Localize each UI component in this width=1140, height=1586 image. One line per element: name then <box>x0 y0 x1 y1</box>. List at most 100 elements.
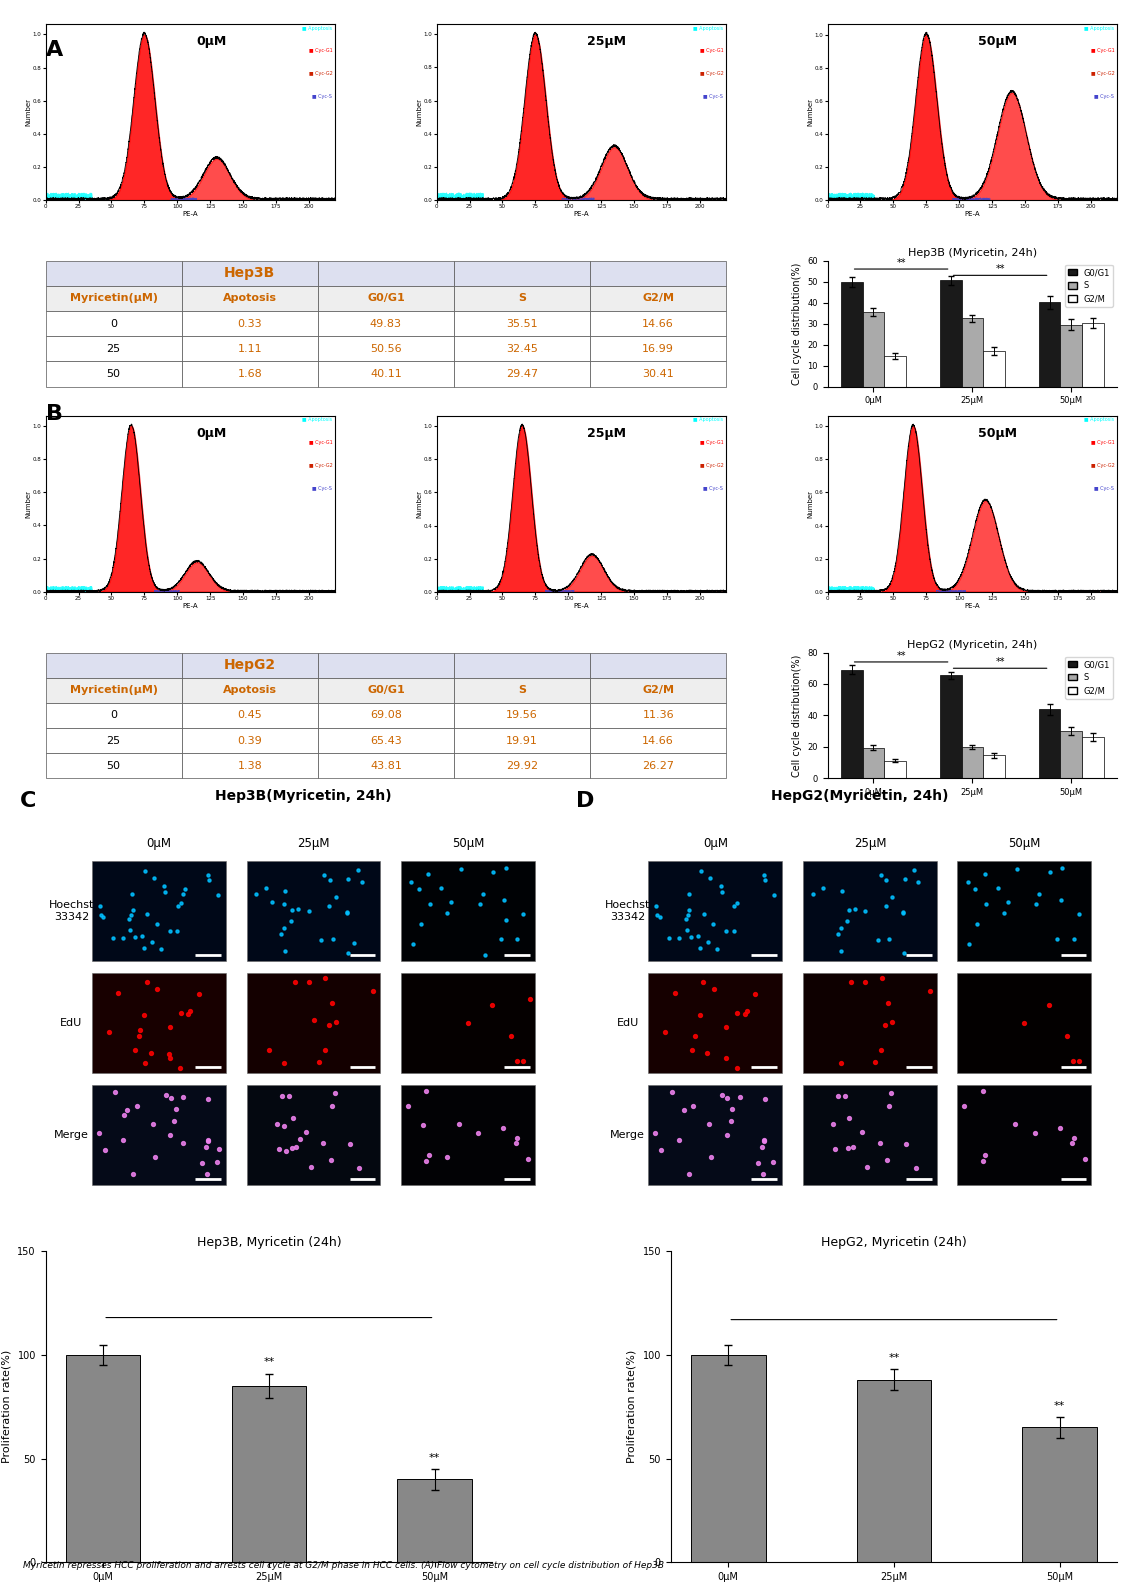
Y-axis label: Number: Number <box>25 98 31 125</box>
Text: ■ Cyc-G1: ■ Cyc-G1 <box>700 49 723 54</box>
Bar <box>246 974 381 1072</box>
Bar <box>649 861 782 961</box>
Text: Hoechst
33342: Hoechst 33342 <box>605 901 651 921</box>
Bar <box>958 974 1091 1072</box>
Bar <box>984 351 1005 387</box>
Y-axis label: Proliferation rate(%): Proliferation rate(%) <box>2 1350 11 1464</box>
Text: Hoechst
33342: Hoechst 33342 <box>49 901 93 921</box>
X-axis label: PE-A: PE-A <box>964 603 980 609</box>
X-axis label: PE-A: PE-A <box>573 211 589 217</box>
Bar <box>246 1085 381 1185</box>
Text: ■ Cyc-S: ■ Cyc-S <box>312 487 333 492</box>
Text: ■ Cyc-S: ■ Cyc-S <box>312 94 333 100</box>
Bar <box>961 319 984 387</box>
Bar <box>1039 303 1060 387</box>
Text: ■ Apoptosis: ■ Apoptosis <box>1084 417 1114 422</box>
Text: **: ** <box>263 1358 275 1367</box>
Title: Hep3B (Myricetin, 24h): Hep3B (Myricetin, 24h) <box>907 249 1037 259</box>
Text: ■ Apoptosis: ■ Apoptosis <box>302 25 333 30</box>
Bar <box>958 861 1091 961</box>
Bar <box>401 861 535 961</box>
Text: ■ Cyc-S: ■ Cyc-S <box>703 94 723 100</box>
X-axis label: PE-A: PE-A <box>964 211 980 217</box>
Text: ■ Cyc-G1: ■ Cyc-G1 <box>309 441 333 446</box>
Bar <box>1082 324 1104 387</box>
Text: D: D <box>576 791 595 810</box>
Text: 50μM: 50μM <box>978 427 1017 439</box>
Text: ■ Cyc-G2: ■ Cyc-G2 <box>309 463 333 468</box>
Text: 0μM: 0μM <box>196 35 227 48</box>
Title: HepG2, Myricetin (24h): HepG2, Myricetin (24h) <box>821 1235 967 1248</box>
Text: ■ Cyc-G1: ■ Cyc-G1 <box>1091 49 1114 54</box>
Text: ■ Apoptosis: ■ Apoptosis <box>693 417 723 422</box>
Y-axis label: Number: Number <box>807 490 813 519</box>
Text: ■ Cyc-G2: ■ Cyc-G2 <box>1091 71 1114 76</box>
Bar <box>1023 1427 1097 1562</box>
Y-axis label: Cell cycle distribution(%): Cell cycle distribution(%) <box>791 262 801 385</box>
Bar <box>649 974 782 1072</box>
Title: Hep3B, Myricetin (24h): Hep3B, Myricetin (24h) <box>196 1235 341 1248</box>
Text: **: ** <box>896 652 906 661</box>
Bar <box>1060 325 1082 387</box>
Bar <box>649 1085 782 1185</box>
Text: Hep3B(Myricetin, 24h): Hep3B(Myricetin, 24h) <box>214 790 391 804</box>
Text: ■ Cyc-S: ■ Cyc-S <box>1094 487 1114 492</box>
Bar <box>691 1354 766 1562</box>
Bar <box>885 355 906 387</box>
Text: 25μM: 25μM <box>854 836 886 850</box>
Text: ■ Cyc-G2: ■ Cyc-G2 <box>700 71 723 76</box>
Bar <box>401 1085 535 1185</box>
Text: C: C <box>19 791 36 810</box>
Bar <box>961 747 984 779</box>
Bar <box>803 974 937 1072</box>
Text: EdU: EdU <box>617 1018 638 1028</box>
Text: **: ** <box>1054 1400 1065 1412</box>
Text: Merge: Merge <box>54 1131 89 1140</box>
Bar <box>863 747 885 779</box>
Text: ■ Cyc-G1: ■ Cyc-G1 <box>309 49 333 54</box>
Bar <box>66 1354 140 1562</box>
Bar <box>231 1386 307 1562</box>
Text: 50μM: 50μM <box>1008 836 1041 850</box>
Bar <box>1060 731 1082 779</box>
Text: Myricetin represses HCC proliferation and arrests cell cycle at G2/M phase in HC: Myricetin represses HCC proliferation an… <box>23 1561 663 1570</box>
Text: ■ Cyc-G1: ■ Cyc-G1 <box>700 441 723 446</box>
Text: ■ Apoptosis: ■ Apoptosis <box>302 417 333 422</box>
Text: ■ Cyc-G2: ■ Cyc-G2 <box>1091 463 1114 468</box>
Text: A: A <box>46 40 63 60</box>
Bar <box>1082 737 1104 779</box>
X-axis label: PE-A: PE-A <box>182 603 198 609</box>
Text: ■ Cyc-S: ■ Cyc-S <box>703 487 723 492</box>
Y-axis label: Number: Number <box>416 98 422 125</box>
Text: 25μM: 25μM <box>298 836 329 850</box>
Text: ■ Cyc-S: ■ Cyc-S <box>1094 94 1114 100</box>
Bar <box>939 676 961 779</box>
Text: 50μM: 50μM <box>451 836 484 850</box>
Bar <box>840 669 863 779</box>
Bar <box>840 282 863 387</box>
Text: EdU: EdU <box>60 1018 82 1028</box>
Text: ■ Apoptosis: ■ Apoptosis <box>1084 25 1114 30</box>
Y-axis label: Proliferation rate(%): Proliferation rate(%) <box>627 1350 637 1464</box>
Title: HepG2 (Myricetin, 24h): HepG2 (Myricetin, 24h) <box>907 641 1037 650</box>
Text: 25μM: 25μM <box>587 427 626 439</box>
Bar <box>984 755 1005 779</box>
Text: **: ** <box>995 658 1004 668</box>
Text: Merge: Merge <box>610 1131 645 1140</box>
Text: 0μM: 0μM <box>703 836 727 850</box>
Bar <box>92 1085 226 1185</box>
Y-axis label: Number: Number <box>25 490 31 519</box>
Bar <box>856 1380 931 1562</box>
Text: 0μM: 0μM <box>196 427 227 439</box>
Legend: G0/G1, S, G2/M: G0/G1, S, G2/M <box>1065 265 1113 306</box>
Legend: G0/G1, S, G2/M: G0/G1, S, G2/M <box>1065 657 1113 699</box>
Bar <box>401 974 535 1072</box>
Text: HepG2(Myricetin, 24h): HepG2(Myricetin, 24h) <box>771 790 948 804</box>
Bar <box>803 861 937 961</box>
Text: ■ Cyc-G2: ■ Cyc-G2 <box>309 71 333 76</box>
Y-axis label: Number: Number <box>416 490 422 519</box>
Bar <box>92 861 226 961</box>
Text: **: ** <box>888 1353 899 1364</box>
Text: ■ Cyc-G2: ■ Cyc-G2 <box>700 463 723 468</box>
Bar <box>863 312 885 387</box>
